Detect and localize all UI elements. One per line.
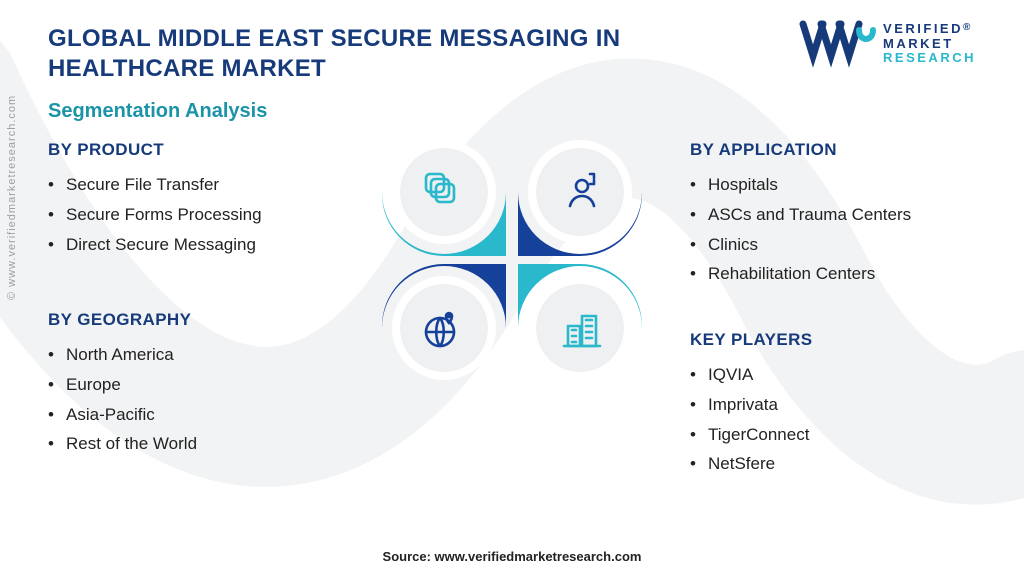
list-item: Clinics xyxy=(690,230,980,260)
buildings-icon xyxy=(520,268,644,392)
page-title: GLOBAL MIDDLE EAST SECURE MESSAGING IN H… xyxy=(48,24,688,84)
list-item: Rest of the World xyxy=(48,429,338,459)
side-watermark: © www.verifiedmarketresearch.com xyxy=(6,95,18,300)
geography-list: North America Europe Asia-Pacific Rest o… xyxy=(48,340,338,459)
list-item: North America xyxy=(48,340,338,370)
brand-logo: VERIFIED® MARKET RESEARCH xyxy=(799,20,976,68)
list-item: TigerConnect xyxy=(690,420,980,450)
page-subtitle: Segmentation Analysis xyxy=(48,100,267,123)
petal-players xyxy=(520,268,644,392)
section-head-geography: BY GEOGRAPHY xyxy=(48,310,338,330)
list-item: Secure File Transfer xyxy=(48,170,338,200)
section-players: KEY PLAYERS IQVIA Imprivata TigerConnect… xyxy=(690,330,980,479)
list-item: Imprivata xyxy=(690,390,980,420)
person-icon xyxy=(520,128,644,252)
logo-text: VERIFIED® MARKET RESEARCH xyxy=(883,22,976,67)
section-head-product: BY PRODUCT xyxy=(48,140,338,160)
application-list: Hospitals ASCs and Trauma Centers Clinic… xyxy=(690,170,980,289)
section-head-players: KEY PLAYERS xyxy=(690,330,980,350)
list-item: Hospitals xyxy=(690,170,980,200)
list-item: Asia-Pacific xyxy=(48,400,338,430)
section-application: BY APPLICATION Hospitals ASCs and Trauma… xyxy=(690,140,980,289)
list-item: Europe xyxy=(48,370,338,400)
center-petal-cluster xyxy=(380,128,644,392)
source-footer: Source: www.verifiedmarketresearch.com xyxy=(0,549,1024,564)
files-icon xyxy=(380,128,504,252)
list-item: ASCs and Trauma Centers xyxy=(690,200,980,230)
list-item: NetSfere xyxy=(690,449,980,479)
petal-product xyxy=(380,128,504,252)
section-geography: BY GEOGRAPHY North America Europe Asia-P… xyxy=(48,310,338,459)
list-item: IQVIA xyxy=(690,360,980,390)
petal-geography xyxy=(380,268,504,392)
list-item: Secure Forms Processing xyxy=(48,200,338,230)
list-item: Direct Secure Messaging xyxy=(48,230,338,260)
list-item: Rehabilitation Centers xyxy=(690,259,980,289)
section-product: BY PRODUCT Secure File Transfer Secure F… xyxy=(48,140,338,259)
globe-icon xyxy=(380,268,504,392)
section-head-application: BY APPLICATION xyxy=(690,140,980,160)
logo-mark-icon xyxy=(799,20,877,68)
petal-application xyxy=(520,128,644,252)
players-list: IQVIA Imprivata TigerConnect NetSfere xyxy=(690,360,980,479)
product-list: Secure File Transfer Secure Forms Proces… xyxy=(48,170,338,259)
